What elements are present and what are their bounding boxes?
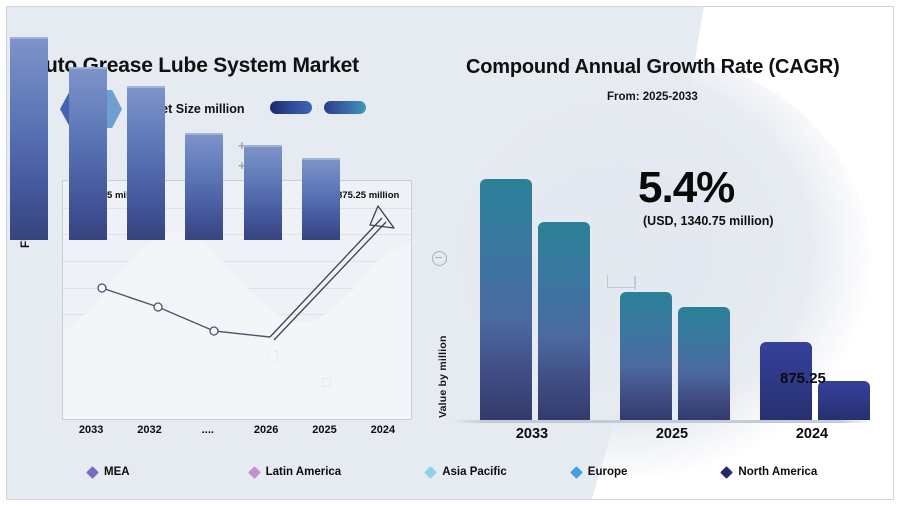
left-chart-x-tick: 2024	[370, 424, 396, 436]
legend-swatch-icon	[569, 465, 583, 479]
region-legend: MEA Latin America Asia Pacific Europe North …	[86, 465, 818, 479]
right-chart-bar	[760, 342, 812, 420]
legend-label: MEA	[104, 466, 130, 478]
cagr-value: 5.4%	[638, 163, 735, 212]
left-chart-bar	[185, 133, 224, 240]
cagr-note: (USD, 1340.75 million)	[643, 214, 774, 228]
right-chart-x-tick: 2024	[795, 426, 829, 442]
legend-label: Europe	[587, 466, 628, 478]
right-chart-subtitle: From: 2025-2033	[607, 91, 698, 103]
right-chart-x-tick: 2033	[515, 426, 549, 442]
growth-arrow-icon	[269, 205, 395, 341]
left-chart-trend-overlay	[97, 205, 395, 341]
left-chart-x-axis: 2033 2032.... 2026 2025 2024	[62, 424, 412, 444]
legend-swatch-icon	[86, 465, 99, 479]
minus-circle-icon	[432, 251, 447, 266]
left-chart-x-tick: 2033	[78, 424, 104, 436]
bracket-decoration	[607, 275, 636, 289]
right-chart-bar	[818, 381, 870, 420]
right-chart-title: Compound Annual Growth Rate (CAGR)	[466, 56, 840, 78]
left-chart-x-tick: 2032	[137, 424, 162, 436]
box-watermark-icon: ▢	[321, 376, 332, 388]
left-chart-bar	[126, 86, 165, 240]
left-chart-annotation-end: 875.25 million	[337, 190, 400, 201]
right-chart-bar	[538, 222, 590, 420]
left-chart-bars	[0, 0, 350, 240]
left-chart-plot-area: 🗋 ▢	[62, 180, 412, 420]
right-chart-bar	[620, 292, 672, 420]
right-chart-x-tick: 2025	[655, 426, 689, 442]
legend-label: North America	[738, 466, 818, 478]
legend-label: Asia Pacific	[442, 466, 507, 478]
left-chart-x-tick: ....	[201, 424, 214, 436]
left-chart-value-axis-label: Value by million	[437, 335, 449, 418]
gradient-pill-primary	[270, 101, 312, 114]
left-chart-annotation-start: 1340.75 million	[78, 190, 146, 201]
left-chart-bar	[68, 67, 107, 240]
legend-pill-row: :	[270, 101, 366, 114]
left-chart-bar	[10, 37, 49, 240]
legend-item[interactable]: MEA	[86, 465, 130, 479]
legend-swatch-icon	[247, 465, 261, 479]
legend-item[interactable]: Europe	[569, 465, 628, 479]
gradient-pill-secondary	[323, 101, 366, 114]
legend-swatch-icon	[424, 465, 438, 479]
right-chart-bar	[480, 179, 532, 420]
calendar-watermark-icon: 🗋	[268, 349, 279, 364]
left-chart-title: Auto Grease Lube System Market	[30, 54, 359, 77]
left-chart-bar	[301, 158, 340, 240]
left-chart-bar	[243, 145, 282, 240]
left-chart-x-tick: 2026	[253, 424, 279, 436]
plus-icon-1: +	[238, 138, 246, 153]
right-chart-value-label: 875.25	[780, 370, 826, 387]
hill-decoration	[63, 231, 411, 419]
legend-label: Latin America	[265, 466, 342, 478]
right-chart-baseline	[452, 420, 872, 423]
left-chart-x-tick: 2025	[312, 424, 337, 436]
right-chart-bars	[452, 150, 872, 420]
legend-item[interactable]: Asia Pacific	[424, 465, 507, 479]
pill-separator: :	[317, 104, 319, 111]
legend-item[interactable]: Latin America	[247, 465, 342, 479]
legend-swatch-icon	[720, 465, 734, 479]
right-chart-bar	[678, 307, 730, 420]
plus-icon-2: +	[238, 158, 246, 173]
legend-item[interactable]: North America	[720, 465, 818, 479]
